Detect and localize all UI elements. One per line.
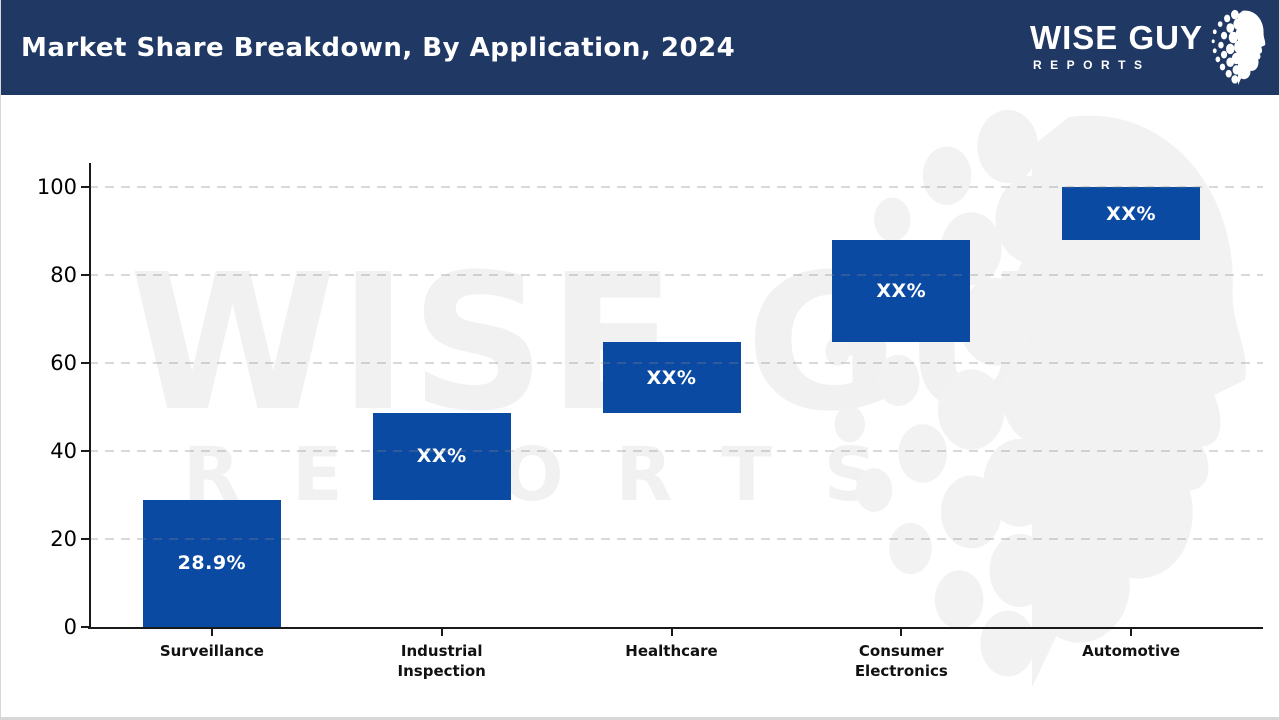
chart-bar: XX% <box>1062 187 1201 241</box>
y-axis <box>89 163 91 629</box>
bar-value-label: XX% <box>416 445 467 468</box>
y-axis-tick <box>81 362 89 364</box>
watermark-text-line2: REPORTS <box>183 432 930 518</box>
brand-subtitle: REPORTS <box>1032 58 1151 72</box>
x-axis <box>88 627 1263 629</box>
y-axis-tick <box>81 274 89 276</box>
y-tick-label: 60 <box>50 351 77 375</box>
header-bar: Market Share Breakdown, By Application, … <box>1 0 1279 95</box>
x-axis-tick <box>440 628 443 636</box>
bar-value-label: XX% <box>646 366 697 389</box>
gridline <box>89 362 1263 364</box>
watermark-face-icon <box>825 109 1246 688</box>
chart-bar: XX% <box>602 342 741 414</box>
y-tick-label: 20 <box>50 527 77 551</box>
bar-value-label: XX% <box>1106 202 1157 225</box>
bar-value-label: XX% <box>876 280 927 303</box>
chart-bar: XX% <box>372 413 511 500</box>
x-axis-tick <box>900 628 903 636</box>
chart-bar: XX% <box>832 240 971 343</box>
x-axis-tick <box>670 628 673 636</box>
brand-logo-text: WISE GUY REPORTS <box>1030 21 1203 72</box>
x-tick-label: Surveillance <box>159 642 264 660</box>
y-tick-label: 40 <box>50 439 77 463</box>
gridline <box>89 450 1263 452</box>
y-tick-label: 100 <box>36 175 77 199</box>
x-axis-tick <box>210 628 213 636</box>
y-axis-tick <box>81 450 89 452</box>
y-tick-label: 0 <box>63 615 77 639</box>
y-axis-tick <box>81 186 89 188</box>
x-axis-tick <box>1130 628 1133 636</box>
x-tick-label: Healthcare <box>625 642 718 660</box>
gridline <box>89 538 1263 540</box>
x-tick-label: Industrial Inspection <box>397 642 486 680</box>
gridline <box>89 186 1263 188</box>
chart-bar: 28.9% <box>142 499 281 627</box>
y-tick-label: 80 <box>50 263 77 287</box>
y-axis-tick <box>81 538 89 540</box>
x-tick-label: Consumer Electronics <box>854 642 948 680</box>
bar-value-label: 28.9% <box>177 552 247 575</box>
brand-logo: WISE GUY REPORTS <box>1030 7 1269 89</box>
brand-name: WISE GUY <box>1029 19 1203 56</box>
gridline <box>89 274 1263 276</box>
y-axis-tick <box>81 626 89 628</box>
brand-face-icon <box>1211 9 1266 86</box>
page-title: Market Share Breakdown, By Application, … <box>21 32 736 63</box>
x-tick-label: Automotive <box>1082 642 1181 660</box>
